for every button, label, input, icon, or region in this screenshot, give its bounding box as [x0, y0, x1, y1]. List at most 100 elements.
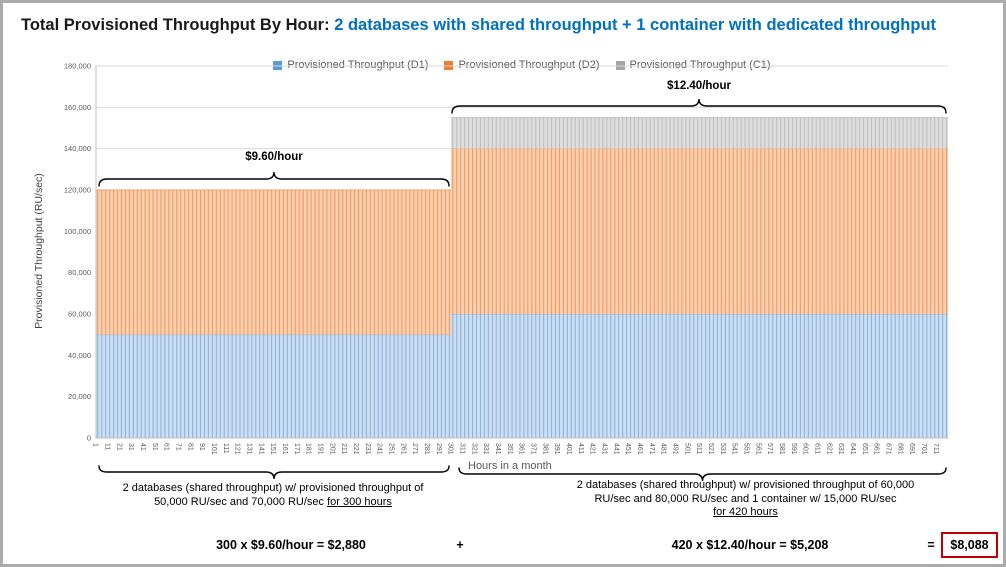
page-title: Total Provisioned Throughput By Hour: 2 … [21, 16, 936, 35]
bar-stripes-D1 [97, 334, 450, 438]
plus-sign: + [456, 538, 464, 552]
svg-text:151: 151 [269, 443, 276, 455]
svg-text:451: 451 [624, 443, 631, 455]
svg-text:361: 361 [518, 443, 525, 455]
svg-text:501: 501 [683, 443, 690, 455]
svg-text:91: 91 [198, 443, 205, 451]
svg-text:681: 681 [896, 443, 903, 455]
svg-text:31: 31 [127, 443, 134, 451]
bar-region-D2 [96, 190, 451, 335]
legend-label: Provisioned Throughput (C1) [629, 59, 771, 71]
svg-text:481: 481 [660, 443, 667, 455]
svg-text:431: 431 [600, 443, 607, 455]
legend-item: Provisioned Throughput (D2) [444, 59, 600, 71]
svg-text:331: 331 [482, 443, 489, 455]
legend-swatch [273, 60, 283, 70]
price-label-right: $12.40/hour [667, 80, 731, 92]
svg-text:11: 11 [103, 443, 110, 450]
svg-text:701: 701 [920, 443, 927, 455]
svg-text:1: 1 [92, 443, 99, 447]
svg-text:291: 291 [435, 443, 442, 455]
svg-text:211: 211 [340, 443, 347, 454]
svg-text:421: 421 [589, 443, 596, 455]
svg-text:81: 81 [186, 443, 193, 451]
svg-text:161: 161 [281, 443, 288, 455]
svg-text:471: 471 [648, 443, 655, 455]
svg-text:180,000: 180,000 [64, 62, 91, 71]
svg-text:131: 131 [245, 443, 252, 455]
legend-swatch [615, 60, 625, 70]
svg-text:641: 641 [849, 443, 856, 455]
legend-swatch [444, 60, 454, 70]
svg-text:441: 441 [612, 443, 619, 455]
note-segment-1: 2 databases (shared throughput) w/ provi… [63, 482, 483, 509]
svg-text:411: 411 [577, 443, 584, 454]
svg-text:61: 61 [163, 443, 170, 451]
note-segment-2-hours: for 420 hours [713, 506, 778, 518]
y-gridlines [96, 65, 948, 398]
x-axis-title: Hours in a month [465, 460, 555, 472]
svg-text:341: 341 [494, 443, 501, 455]
note-segment-2: 2 databases (shared throughput) w/ provi… [523, 479, 968, 520]
svg-text:401: 401 [565, 443, 572, 455]
bar-stripes-D2 [97, 190, 450, 335]
svg-text:301: 301 [447, 443, 454, 455]
x-tick-labels: 1 11 21 31 41 51 61 71 81 91 101 111 121 131 141 151 161… [92, 443, 939, 455]
total-cost-box: $8,088 [941, 532, 998, 558]
svg-text:621: 621 [825, 443, 832, 455]
chart-legend: Provisioned Throughput (D1) Provisioned T… [96, 59, 948, 71]
note-segment-2-line1: 2 databases (shared throughput) w/ provi… [576, 479, 915, 491]
brace-bottom-segment-1 [98, 465, 450, 480]
svg-text:631: 631 [837, 443, 844, 455]
svg-text:111: 111 [222, 443, 229, 454]
svg-text:351: 351 [506, 443, 513, 455]
bar-stripes-D2 [452, 148, 948, 314]
svg-text:141: 141 [257, 443, 264, 455]
svg-text:221: 221 [352, 443, 359, 455]
svg-text:371: 371 [529, 443, 536, 455]
svg-text:271: 271 [411, 443, 418, 455]
bar-region-D1 [96, 334, 451, 438]
svg-text:41: 41 [139, 443, 146, 451]
bar-region-D2 [451, 148, 948, 314]
note-segment-2-line2: RU/sec and 80,000 RU/sec and 1 container… [594, 492, 897, 505]
svg-text:571: 571 [766, 443, 773, 455]
svg-text:581: 581 [778, 443, 785, 455]
svg-text:381: 381 [541, 443, 548, 455]
svg-text:231: 231 [364, 443, 371, 455]
svg-text:691: 691 [908, 443, 915, 455]
page-title-highlight: 2 databases with shared throughput + 1 c… [334, 16, 937, 34]
svg-text:671: 671 [884, 443, 891, 455]
svg-text:121: 121 [234, 443, 241, 455]
svg-text:101: 101 [210, 443, 217, 455]
bar-region-D1 [451, 314, 948, 438]
svg-text:191: 191 [316, 443, 323, 455]
svg-text:71: 71 [174, 443, 181, 451]
svg-text:181: 181 [305, 443, 312, 455]
cost-equation-left: 300 x $9.60/hour = $2,880 [216, 538, 366, 552]
svg-text:120,000: 120,000 [64, 186, 91, 195]
svg-text:21: 21 [115, 443, 122, 451]
svg-text:591: 591 [790, 443, 797, 455]
svg-text:391: 391 [553, 443, 560, 455]
legend-label: Provisioned Throughput (D2) [458, 59, 600, 71]
svg-text:40,000: 40,000 [68, 351, 91, 360]
svg-text:601: 601 [802, 443, 809, 455]
svg-text:51: 51 [151, 443, 158, 451]
equals-sign: = [927, 538, 935, 552]
svg-text:551: 551 [742, 443, 749, 455]
svg-text:541: 541 [731, 443, 738, 455]
note-segment-1-line1: 2 databases (shared throughput) w/ provi… [122, 482, 424, 494]
svg-text:171: 171 [293, 443, 300, 455]
svg-text:561: 561 [754, 443, 761, 455]
y-axis-title: Provisioned Throughput (RU/sec) [33, 173, 45, 329]
svg-text:60,000: 60,000 [68, 310, 91, 319]
svg-text:651: 651 [861, 443, 868, 455]
svg-text:461: 461 [636, 443, 643, 455]
svg-text:321: 321 [470, 443, 477, 455]
svg-text:711: 711 [932, 443, 939, 454]
bar-region-C1 [451, 117, 948, 149]
svg-text:311: 311 [458, 443, 465, 454]
svg-text:80,000: 80,000 [68, 268, 91, 277]
